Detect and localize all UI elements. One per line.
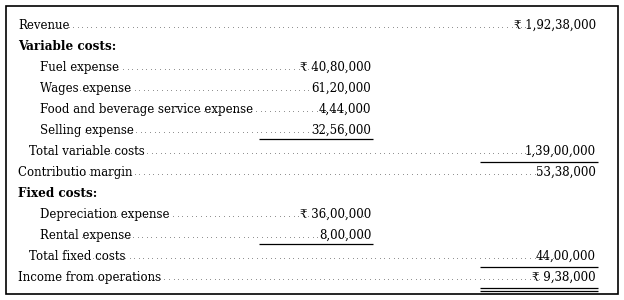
Text: 4,44,000: 4,44,000 (319, 103, 371, 116)
Text: Variable costs:: Variable costs: (18, 40, 116, 53)
Text: 61,20,000: 61,20,000 (311, 82, 371, 95)
Text: 8,00,000: 8,00,000 (319, 229, 371, 242)
Text: ₹ 36,00,000: ₹ 36,00,000 (300, 208, 371, 221)
Text: Income from operations: Income from operations (18, 271, 161, 284)
Text: 1,39,00,000: 1,39,00,000 (525, 145, 596, 158)
Text: ₹ 1,92,38,000: ₹ 1,92,38,000 (514, 19, 596, 32)
Text: Food and beverage service expense: Food and beverage service expense (40, 103, 253, 116)
Text: 53,38,000: 53,38,000 (536, 166, 596, 179)
Text: Total variable costs: Total variable costs (29, 145, 145, 158)
Text: Depreciation expense: Depreciation expense (40, 208, 170, 221)
Text: 32,56,000: 32,56,000 (311, 124, 371, 137)
Text: Contributio margin: Contributio margin (18, 166, 132, 179)
Text: Total fixed costs: Total fixed costs (29, 250, 125, 263)
Text: Fixed costs:: Fixed costs: (18, 187, 97, 200)
Text: Revenue: Revenue (18, 19, 69, 32)
Text: Selling expense: Selling expense (40, 124, 134, 137)
Text: Rental expense: Rental expense (40, 229, 131, 242)
Text: ₹ 40,80,000: ₹ 40,80,000 (300, 61, 371, 74)
Text: Fuel expense: Fuel expense (40, 61, 119, 74)
Text: ₹ 9,38,000: ₹ 9,38,000 (532, 271, 596, 284)
Text: Wages expense: Wages expense (40, 82, 131, 95)
Text: 44,00,000: 44,00,000 (536, 250, 596, 263)
